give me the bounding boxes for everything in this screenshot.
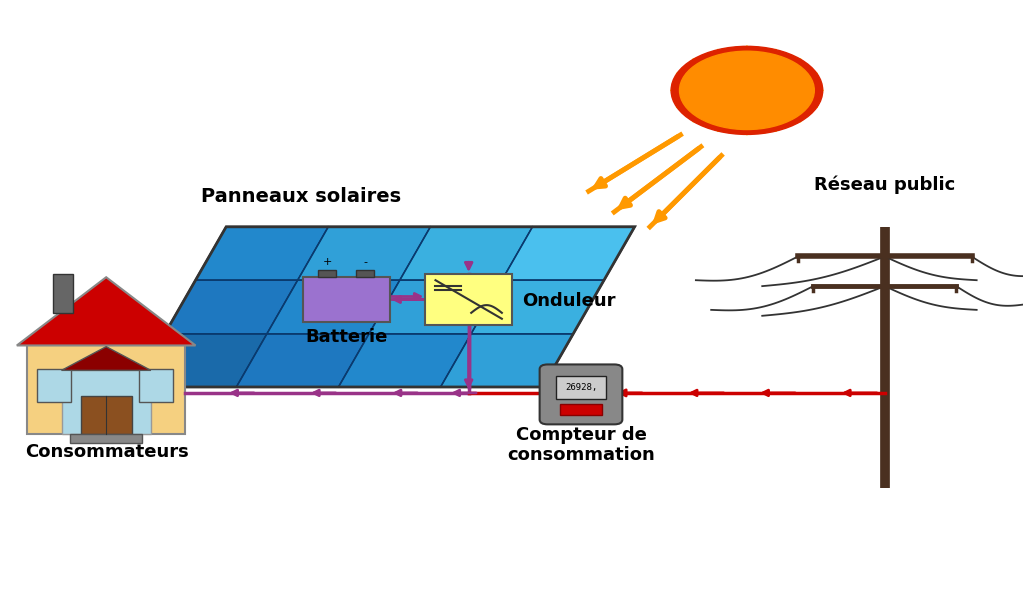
FancyBboxPatch shape (52, 274, 73, 313)
FancyBboxPatch shape (139, 369, 173, 402)
Polygon shape (16, 277, 196, 346)
Polygon shape (267, 280, 399, 334)
Polygon shape (298, 227, 430, 280)
Polygon shape (399, 227, 532, 280)
Ellipse shape (671, 46, 822, 135)
FancyBboxPatch shape (303, 277, 389, 322)
Polygon shape (502, 227, 635, 280)
FancyBboxPatch shape (37, 369, 71, 402)
Polygon shape (61, 347, 151, 370)
Text: Batterie: Batterie (305, 328, 388, 346)
FancyBboxPatch shape (425, 274, 512, 325)
FancyBboxPatch shape (61, 370, 151, 434)
FancyBboxPatch shape (556, 376, 606, 399)
Polygon shape (671, 46, 823, 135)
Polygon shape (165, 280, 298, 334)
Text: +: + (323, 257, 332, 267)
FancyBboxPatch shape (71, 434, 142, 443)
Text: Panneaux solaires: Panneaux solaires (201, 187, 400, 206)
FancyBboxPatch shape (356, 270, 374, 277)
Polygon shape (471, 280, 604, 334)
Polygon shape (440, 334, 573, 387)
Polygon shape (237, 334, 369, 387)
Polygon shape (339, 334, 471, 387)
Text: 26928,: 26928, (565, 383, 597, 392)
Polygon shape (134, 227, 635, 387)
Polygon shape (196, 227, 329, 280)
Text: Réseau public: Réseau public (814, 176, 955, 194)
Text: Compteur de
consommation: Compteur de consommation (508, 426, 655, 464)
FancyBboxPatch shape (560, 404, 602, 415)
FancyBboxPatch shape (27, 346, 185, 434)
Text: -: - (364, 257, 367, 267)
Text: Onduleur: Onduleur (522, 292, 615, 310)
Polygon shape (134, 334, 267, 387)
Text: Consommateurs: Consommateurs (25, 443, 188, 461)
FancyBboxPatch shape (540, 364, 623, 424)
FancyBboxPatch shape (81, 396, 132, 434)
Ellipse shape (680, 51, 814, 129)
Polygon shape (369, 280, 502, 334)
FancyBboxPatch shape (318, 270, 337, 277)
